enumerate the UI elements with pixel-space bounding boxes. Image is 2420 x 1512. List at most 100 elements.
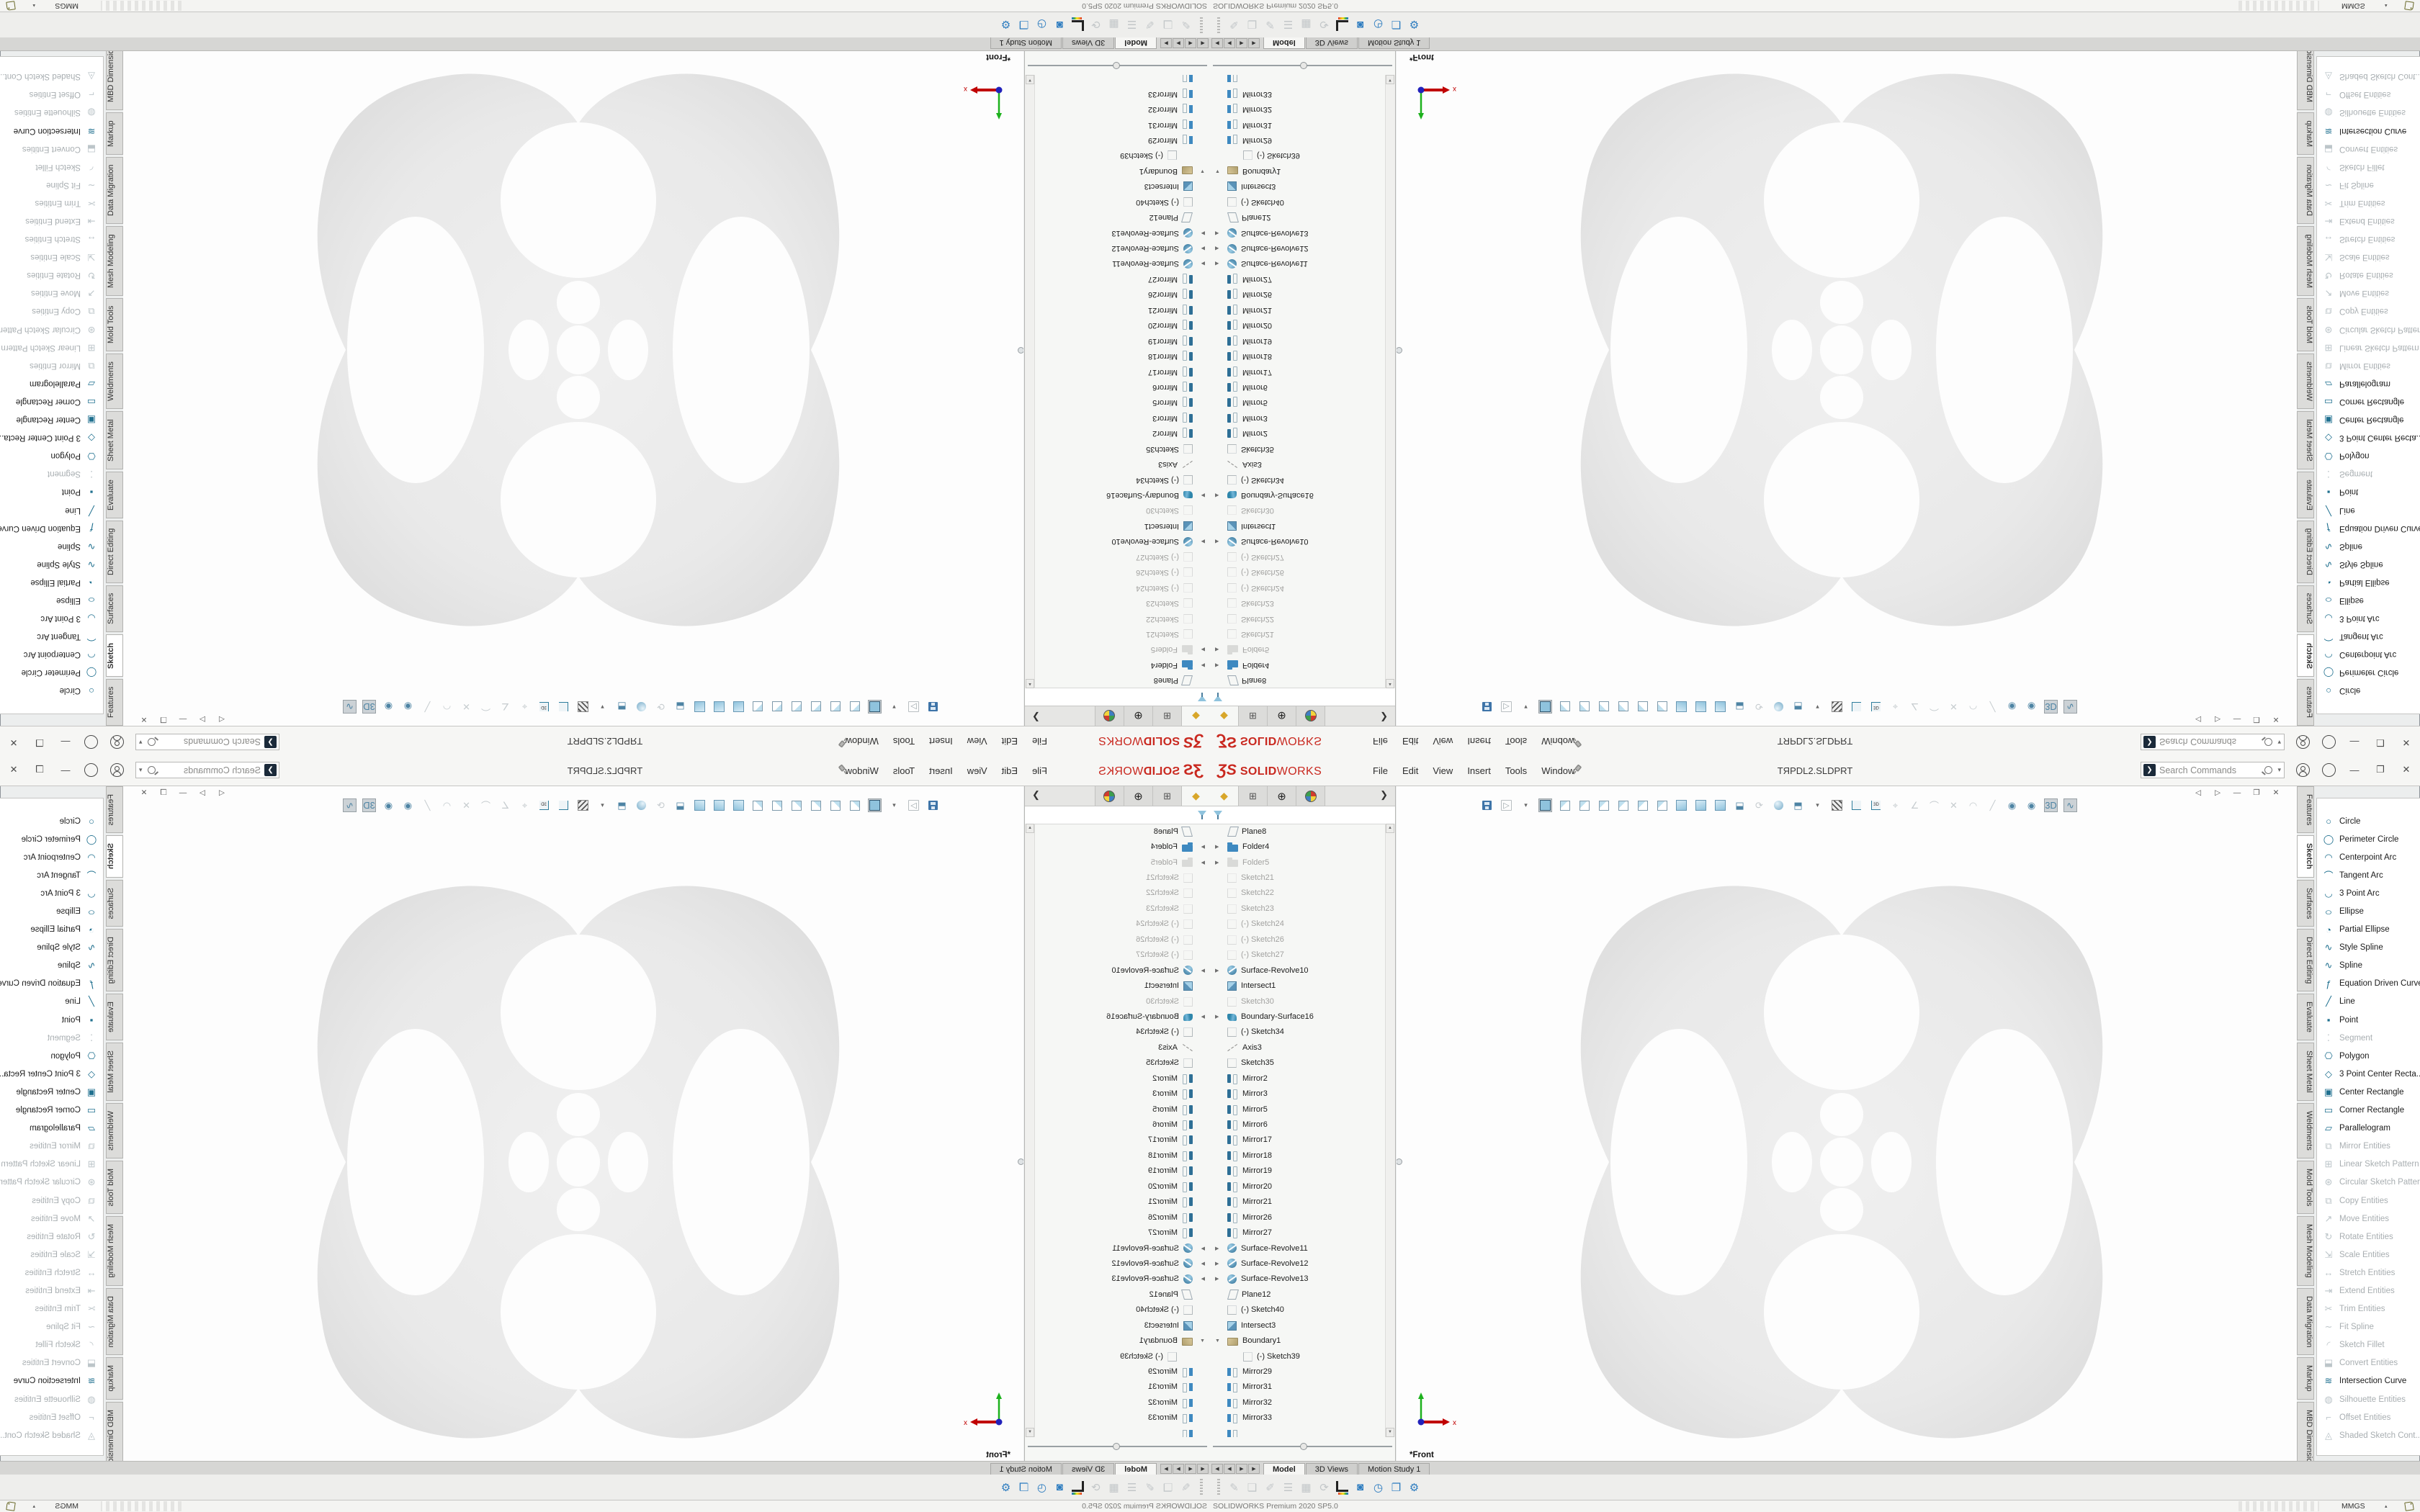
headsup-toolbar-button[interactable]: [1694, 700, 1708, 714]
headsup-toolbar-button[interactable]: [1480, 700, 1494, 714]
sketch-tool-item[interactable]: ◍ Silhouette Entities: [2317, 104, 2420, 122]
command-manager-tab[interactable]: Data Migration: [2297, 156, 2314, 225]
feature-tree-row[interactable]: Mirror18: [1210, 1148, 1386, 1163]
bottom-toolbar-button[interactable]: ❐: [1387, 1481, 1405, 1495]
sketch-tool-item[interactable]: ⇥ Extend Entities: [0, 1282, 103, 1300]
headsup-toolbar-button[interactable]: 3D: [2044, 700, 2058, 714]
feature-tree-row[interactable]: Mirror20: [1210, 1179, 1386, 1194]
command-manager-tab[interactable]: Direct Editing: [106, 928, 123, 992]
document-tab[interactable]: Motion Study 1: [990, 37, 1062, 49]
bottom-toolbar-button[interactable]: ◙: [1351, 1481, 1369, 1495]
menu-item[interactable]: View: [1433, 765, 1453, 776]
expand-arrow-icon[interactable]: [1201, 642, 1205, 657]
doc-tab-nav-button[interactable]: ◀: [1224, 38, 1235, 48]
scroll-down-icon[interactable]: ▼: [1026, 1428, 1034, 1437]
sketch-tool-item[interactable]: ⧉ Copy Entities: [0, 1192, 103, 1210]
toolbar-drag-handle[interactable]: [1217, 1479, 1220, 1496]
bottom-toolbar-button[interactable]: ❏: [1159, 1481, 1177, 1495]
feature-tree-row[interactable]: Sketch21: [1210, 870, 1386, 885]
headsup-toolbar-button[interactable]: ⌖: [518, 700, 532, 714]
headsup-toolbar-button[interactable]: [1636, 700, 1649, 714]
command-manager-tab[interactable]: Weldments: [106, 1102, 123, 1158]
headsup-toolbar-button[interactable]: [1675, 798, 1688, 812]
headsup-toolbar-button[interactable]: [693, 798, 707, 812]
feature-tree-row[interactable]: Folder5: [1210, 642, 1386, 657]
bottom-toolbar-button[interactable]: ⚙: [1405, 18, 1423, 32]
feature-tree-row[interactable]: Mirror17: [1034, 1133, 1210, 1148]
feature-tree-row[interactable]: Mirror2: [1210, 1071, 1386, 1086]
sketch-tool-item[interactable]: ◍ Silhouette Entities: [0, 104, 103, 122]
feature-tree-row[interactable]: Boundary1: [1210, 1333, 1386, 1348]
feature-tree-row[interactable]: Mirror3: [1210, 1086, 1386, 1101]
feature-tree-row[interactable]: Plane12: [1034, 210, 1210, 225]
sketch-tool-item[interactable]: ↗ Move Entities: [0, 284, 103, 302]
child-window-icon[interactable]: ✕: [2271, 715, 2281, 724]
menu-item[interactable]: View: [967, 765, 987, 776]
sketch-tool-item[interactable]: ⇲ Scale Entities: [2317, 248, 2420, 266]
feature-tree-row[interactable]: Mirror29: [1210, 1364, 1386, 1379]
feature-tree-row[interactable]: (-) Sketch24: [1210, 580, 1386, 595]
headsup-toolbar-button[interactable]: ▾: [596, 798, 609, 812]
bottom-toolbar-button[interactable]: ⟳: [1087, 1481, 1105, 1495]
sketch-tool-item[interactable]: ◠ Centerpoint Arc: [2317, 646, 2420, 664]
feature-tree-row[interactable]: Sketch23: [1034, 595, 1210, 611]
feature-tree-row[interactable]: Surface-Revolve10: [1034, 534, 1210, 549]
feature-tree-row[interactable]: Intersect3: [1034, 179, 1210, 194]
toolbar-drag-handle[interactable]: [1217, 16, 1220, 33]
feature-tree-row[interactable]: (-) Sketch24: [1034, 580, 1210, 595]
document-tab[interactable]: 3D Views: [1062, 37, 1115, 49]
panel-splitter-handle[interactable]: [1397, 1158, 1402, 1165]
sketch-tool-item[interactable]: ⎔ Polygon: [2317, 1047, 2420, 1065]
feature-tree-row[interactable]: (-) Sketch39: [1210, 148, 1386, 163]
child-window-icon[interactable]: ◁: [217, 788, 227, 797]
menu-item[interactable]: Insert: [1467, 765, 1491, 776]
feature-tree-row[interactable]: Mirror29: [1034, 132, 1210, 148]
headsup-toolbar-button[interactable]: [926, 798, 940, 812]
sketch-tool-item[interactable]: ⌒ Tangent Arc: [2317, 628, 2420, 646]
command-manager-tab[interactable]: Sketch: [106, 835, 123, 878]
feature-tree-row[interactable]: Sketch30: [1210, 503, 1386, 518]
feature-tree-row[interactable]: [1034, 1426, 1210, 1437]
expand-arrow-icon[interactable]: [1215, 657, 1219, 672]
document-tab[interactable]: Model: [1263, 1463, 1305, 1475]
headsup-toolbar-button[interactable]: ∠: [498, 798, 512, 812]
expand-arrow-icon[interactable]: [1215, 1272, 1219, 1287]
feature-tree-row[interactable]: Surface-Revolve13: [1210, 225, 1386, 240]
headsup-toolbar-button[interactable]: [732, 798, 745, 812]
command-manager-tab[interactable]: Direct Editing: [2297, 928, 2314, 992]
headsup-toolbar-button[interactable]: [1830, 798, 1844, 812]
headsup-toolbar-button[interactable]: [732, 700, 745, 714]
feature-tree-row[interactable]: Sketch22: [1034, 611, 1210, 626]
feature-tree-row[interactable]: Mirror32: [1210, 1395, 1386, 1410]
menu-item[interactable]: Insert: [929, 765, 953, 776]
feature-tree-row[interactable]: Sketch21: [1034, 626, 1210, 642]
tree-filter-row[interactable]: [1025, 688, 1210, 706]
menu-item[interactable]: Window: [845, 736, 879, 747]
headsup-toolbar-button[interactable]: ✕: [1947, 798, 1960, 812]
feature-tree-row[interactable]: Mirror17: [1210, 1133, 1386, 1148]
sketch-tool-item[interactable]: ○ Ellipse: [0, 591, 103, 609]
headsup-toolbar-button[interactable]: ◉: [2025, 798, 2038, 812]
headsup-toolbar-button[interactable]: [848, 798, 862, 812]
feature-tree-row[interactable]: Mirror18: [1034, 1148, 1210, 1163]
sketch-tool-item[interactable]: ⇲ Scale Entities: [2317, 1246, 2420, 1264]
titlebar-icon[interactable]: ❐: [2372, 762, 2388, 778]
headsup-toolbar-button[interactable]: ✕: [460, 700, 473, 714]
feature-tree-row[interactable]: Sketch23: [1210, 901, 1386, 916]
headsup-toolbar-button[interactable]: ∿: [2063, 798, 2077, 812]
sketch-tool-item[interactable]: ◡ 3 Point Arc: [2317, 884, 2420, 902]
panel-chevron-icon[interactable]: ❯: [1380, 712, 1388, 723]
feature-tree-row[interactable]: Folder4: [1034, 657, 1210, 672]
headsup-toolbar-button[interactable]: ◉: [401, 700, 415, 714]
bottom-toolbar-button[interactable]: [1333, 1480, 1351, 1495]
sketch-tool-item[interactable]: ∿ Style Spline: [0, 939, 103, 957]
headsup-toolbar-button[interactable]: ⌒: [1927, 798, 1941, 812]
child-window-icon[interactable]: —: [178, 715, 188, 724]
command-manager-tab[interactable]: Sketch: [2297, 634, 2314, 677]
menu-item[interactable]: Window: [1541, 736, 1575, 747]
feature-tree-row[interactable]: Mirror21: [1210, 1194, 1386, 1210]
sketch-tool-item[interactable]: ⊞ Linear Sketch Pattern: [0, 1156, 103, 1174]
tree-scrollbar[interactable]: ▲ ▼: [1385, 824, 1395, 1437]
feature-tree-row[interactable]: Mirror26: [1034, 287, 1210, 302]
headsup-toolbar-button[interactable]: [1713, 700, 1727, 714]
